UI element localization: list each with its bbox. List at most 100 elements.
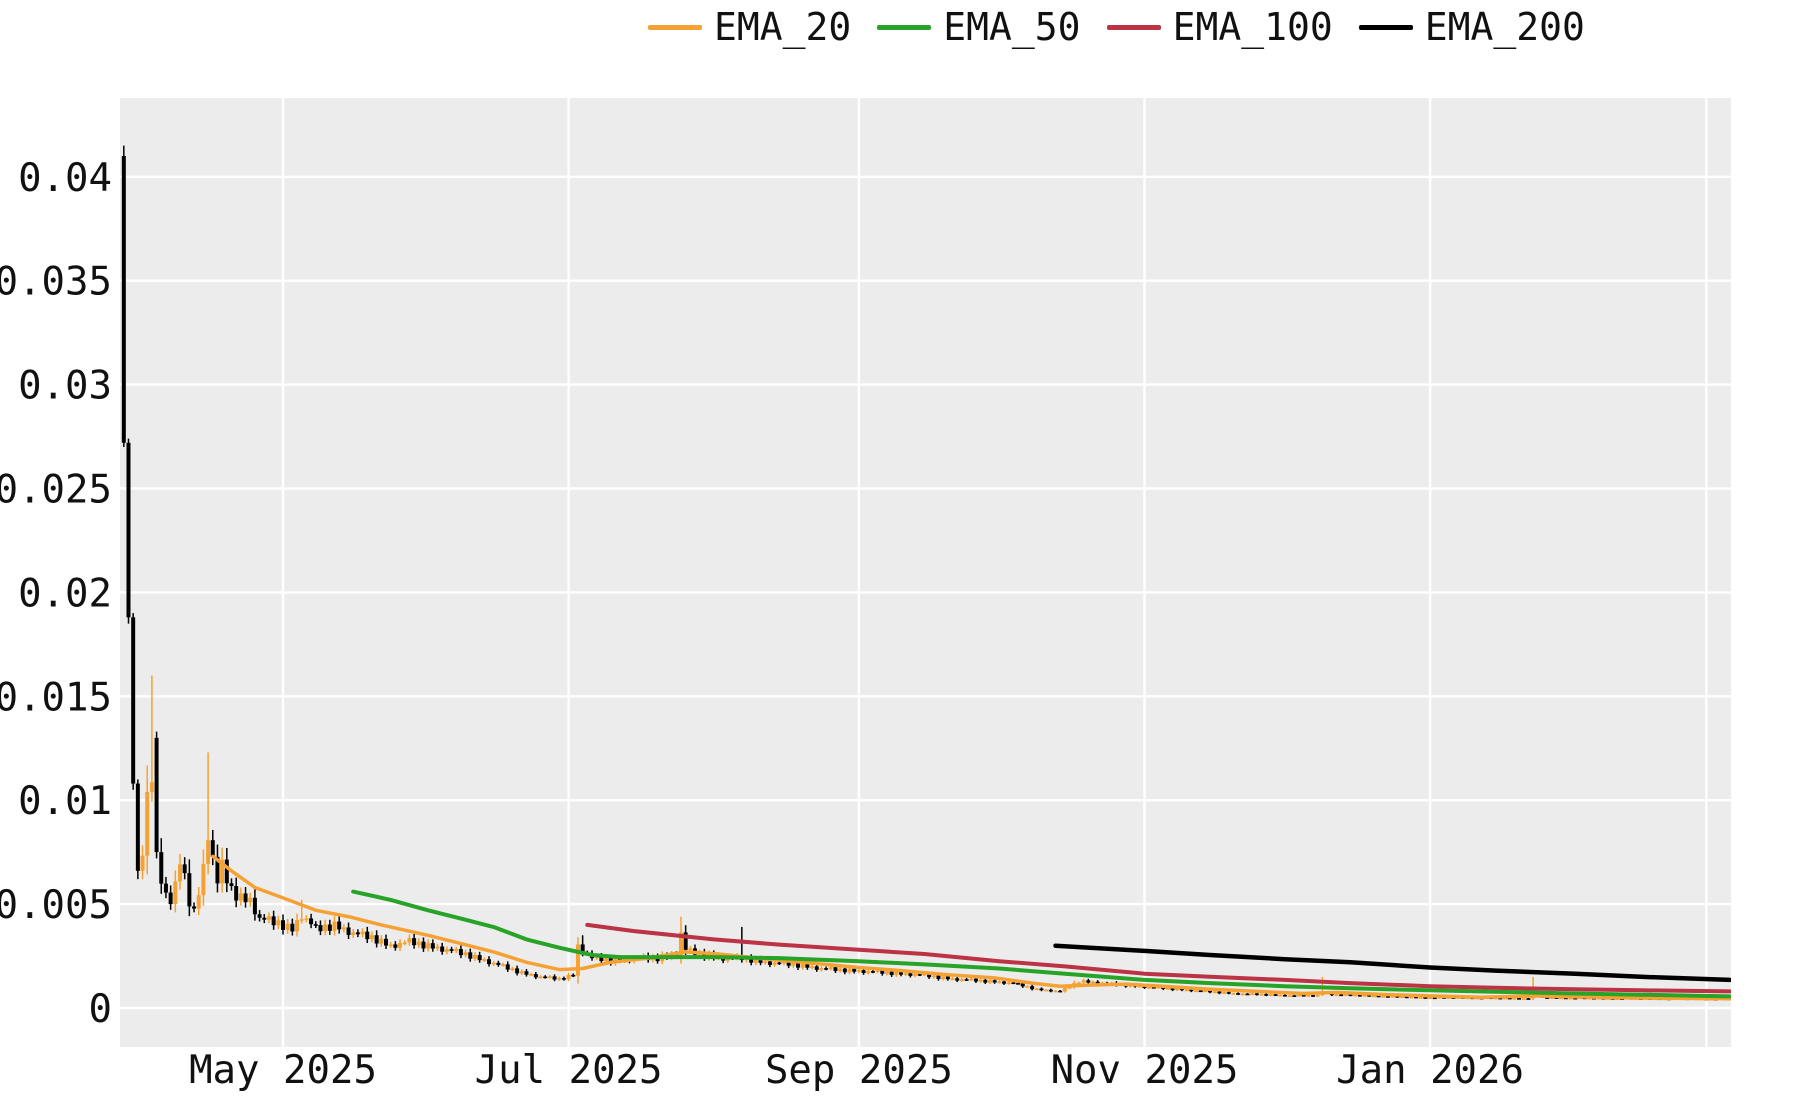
candle-body <box>1292 995 1297 998</box>
candle-body <box>1423 997 1428 999</box>
candle-body <box>1165 988 1170 990</box>
candle-body <box>210 840 215 857</box>
legend-item-ema-50: EMA_50 <box>877 8 1081 46</box>
candle-body <box>1428 997 1433 1000</box>
candle-body <box>318 925 323 932</box>
candle-body <box>266 916 271 920</box>
candle-body <box>1503 997 1508 1000</box>
candle-body <box>543 976 548 979</box>
candle-body <box>1554 997 1559 999</box>
candle-body <box>1353 994 1358 997</box>
candle-body <box>1039 988 1044 991</box>
candle-body <box>1044 989 1049 992</box>
candle-body <box>1343 994 1348 996</box>
candle-body <box>899 971 904 975</box>
candle-body <box>374 935 379 944</box>
candle-body <box>1549 997 1554 999</box>
candle-body <box>290 923 295 932</box>
candle-body <box>1278 994 1283 997</box>
candle-body <box>819 968 824 970</box>
candle-body <box>505 964 510 970</box>
candle-body <box>781 961 786 964</box>
candle-body <box>477 955 482 961</box>
candle-body <box>1381 996 1386 998</box>
candle-body <box>1193 990 1198 993</box>
legend-item-ema-20: EMA_20 <box>648 8 851 46</box>
candle-body <box>880 970 885 974</box>
ema-20-line <box>211 854 1731 1001</box>
candle-body <box>810 966 815 968</box>
candle-body <box>538 976 543 979</box>
legend-item-ema-200: EMA_200 <box>1358 8 1585 46</box>
candle-body <box>749 957 754 963</box>
candle-body <box>238 893 243 901</box>
candle-body <box>856 970 861 972</box>
candle-body <box>861 970 866 974</box>
candle-body <box>388 944 393 947</box>
candle-body <box>992 980 997 983</box>
legend-label: EMA_20 <box>714 5 852 49</box>
candle-body <box>384 938 389 946</box>
candle-body <box>1568 997 1573 1000</box>
candle-body <box>187 873 192 907</box>
candle-body <box>435 946 440 949</box>
legend: EMA_20 EMA_50 EMA_100 EMA_200 <box>648 8 1585 46</box>
candle-body <box>379 938 384 944</box>
candle-body <box>1409 996 1414 999</box>
candle-body <box>1287 995 1292 998</box>
candle-body <box>1086 980 1091 983</box>
candle-body <box>908 973 913 976</box>
candle-body <box>140 855 145 871</box>
candle-body <box>1273 994 1278 996</box>
candle-body <box>1025 986 1030 988</box>
candle-body <box>1418 997 1423 999</box>
candle-body <box>847 968 852 973</box>
x-tick-label: Nov 2025 <box>1051 1048 1239 1093</box>
candle-body <box>763 961 768 963</box>
candle-body <box>1142 985 1147 988</box>
candle-body <box>412 938 417 946</box>
candle-body <box>824 968 829 970</box>
candle-body <box>1151 987 1156 989</box>
candle-body <box>618 957 623 961</box>
candle-body <box>1034 988 1039 991</box>
candle-body <box>917 974 922 976</box>
candle-body <box>206 840 211 864</box>
candle-body <box>220 859 225 884</box>
candle-body <box>430 943 435 949</box>
candle-body <box>1175 988 1180 991</box>
candle-body <box>1184 989 1189 992</box>
candle-body <box>1016 983 1021 985</box>
candle-body <box>791 963 796 966</box>
candle-body <box>402 942 407 945</box>
candle-body <box>1395 995 1400 998</box>
candle-body <box>257 914 262 918</box>
candle-body <box>604 958 609 962</box>
candle-body <box>234 886 239 901</box>
candle-body <box>519 971 524 974</box>
candle-body <box>163 883 168 893</box>
candle-body <box>1339 994 1344 997</box>
candle-body <box>1563 997 1568 1000</box>
candle-body <box>529 974 534 976</box>
ema-100-line <box>585 922 1731 994</box>
candle-body <box>262 917 267 920</box>
candle-body <box>772 962 777 965</box>
candle-body <box>1268 994 1273 996</box>
candle-body <box>1217 991 1222 994</box>
candle-body <box>327 924 332 931</box>
candle-body <box>482 959 487 961</box>
candle-body <box>1559 997 1564 1000</box>
candle-body <box>805 964 810 968</box>
candle-body <box>1371 995 1376 998</box>
candle-body <box>182 864 187 874</box>
candle-body <box>1179 988 1184 991</box>
candle-body <box>959 979 964 981</box>
candle-body <box>1236 993 1241 995</box>
candle-body <box>309 918 314 925</box>
candle-body <box>131 617 136 784</box>
candle-body <box>1240 993 1245 996</box>
candle-body <box>252 897 257 915</box>
candle-body <box>341 927 346 930</box>
candle-body <box>1306 995 1311 997</box>
